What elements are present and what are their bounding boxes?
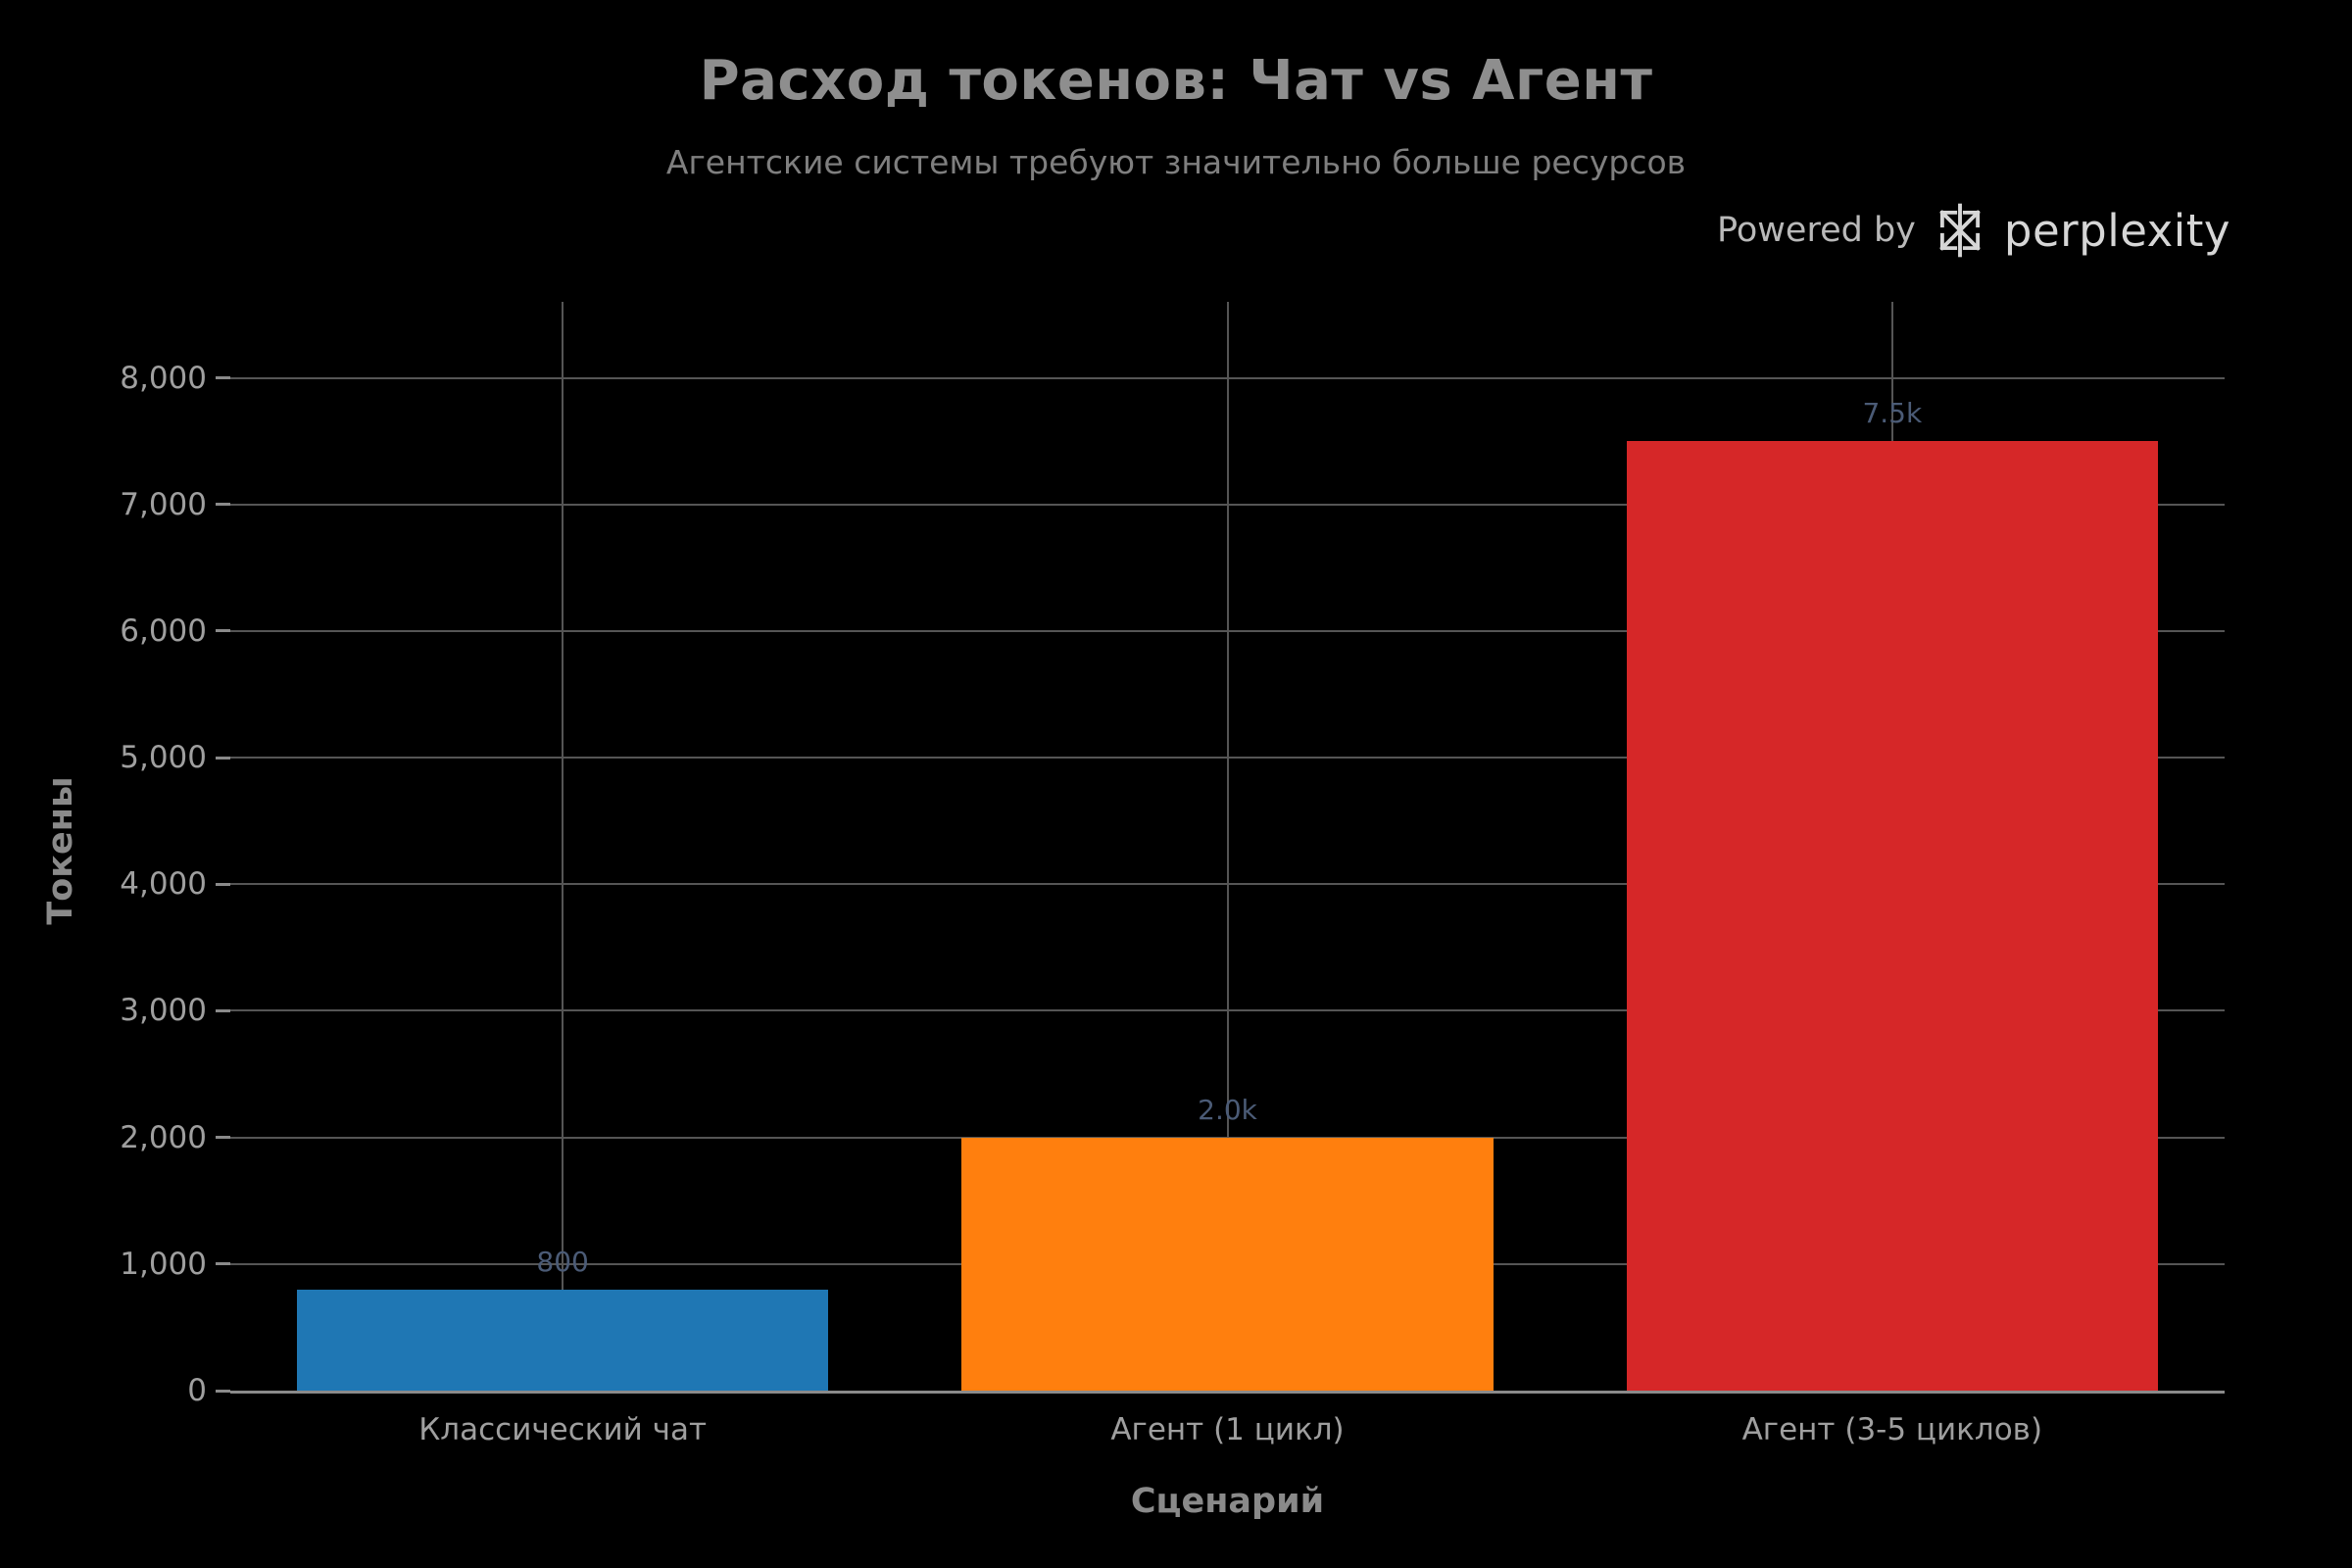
y-axis-label: Токены [41, 776, 80, 925]
x-tick-label: Агент (3-5 циклов) [1741, 1412, 2043, 1447]
y-tick-mark [216, 1136, 230, 1140]
y-tick-mark [216, 1008, 230, 1012]
bar [961, 1137, 1494, 1391]
plot-area: 0 1,000 2,000 3,000 4,000 5,000 6,000 7,000 8,00… [120, 302, 2225, 1447]
gridline-vertical [562, 302, 564, 1391]
y-tick-label: 8,000 [120, 360, 207, 396]
y-tick-mark [216, 503, 230, 507]
perplexity-wordmark: perplexity [2003, 204, 2230, 257]
bar-value-label: 7.5k [1862, 397, 1923, 430]
y-tick-mark [216, 376, 230, 379]
bar [296, 1289, 829, 1391]
y-tick-label: 5,000 [120, 740, 207, 776]
chart-subtitle: Агентские системы требуют значительно бо… [665, 143, 1687, 181]
powered-by-label: Powered by [1717, 211, 1916, 250]
y-tick-label: 0 [187, 1373, 207, 1408]
y-tick-mark [216, 1262, 230, 1266]
bar-value-label: 2.0k [1198, 1093, 1257, 1126]
x-axis-label: Сценарий [1130, 1482, 1325, 1521]
bar [1626, 441, 2159, 1391]
y-tick-label: 1,000 [120, 1246, 207, 1282]
perplexity-logo-icon [1939, 203, 1981, 258]
y-tick-mark [216, 756, 230, 760]
x-tick-label: Классический чат [418, 1412, 708, 1447]
y-tick-mark [216, 882, 230, 886]
y-tick-label: 7,000 [120, 486, 207, 522]
y-tick-mark [216, 1389, 230, 1393]
powered-by-badge: Powered by perplexity [1717, 202, 2230, 259]
chart-title: Расход токенов: Чат vs Агент [699, 49, 1653, 113]
gridline-vertical [1226, 302, 1229, 1391]
y-tick-label: 4,000 [120, 866, 207, 903]
y-tick-label: 6,000 [120, 612, 207, 649]
y-tick-label: 3,000 [120, 993, 207, 1029]
y-tick-label: 2,000 [120, 1119, 207, 1155]
y-tick-mark [216, 629, 230, 633]
x-tick-label: Агент (1 цикл) [1110, 1412, 1345, 1447]
bar-value-label: 800 [536, 1245, 589, 1278]
